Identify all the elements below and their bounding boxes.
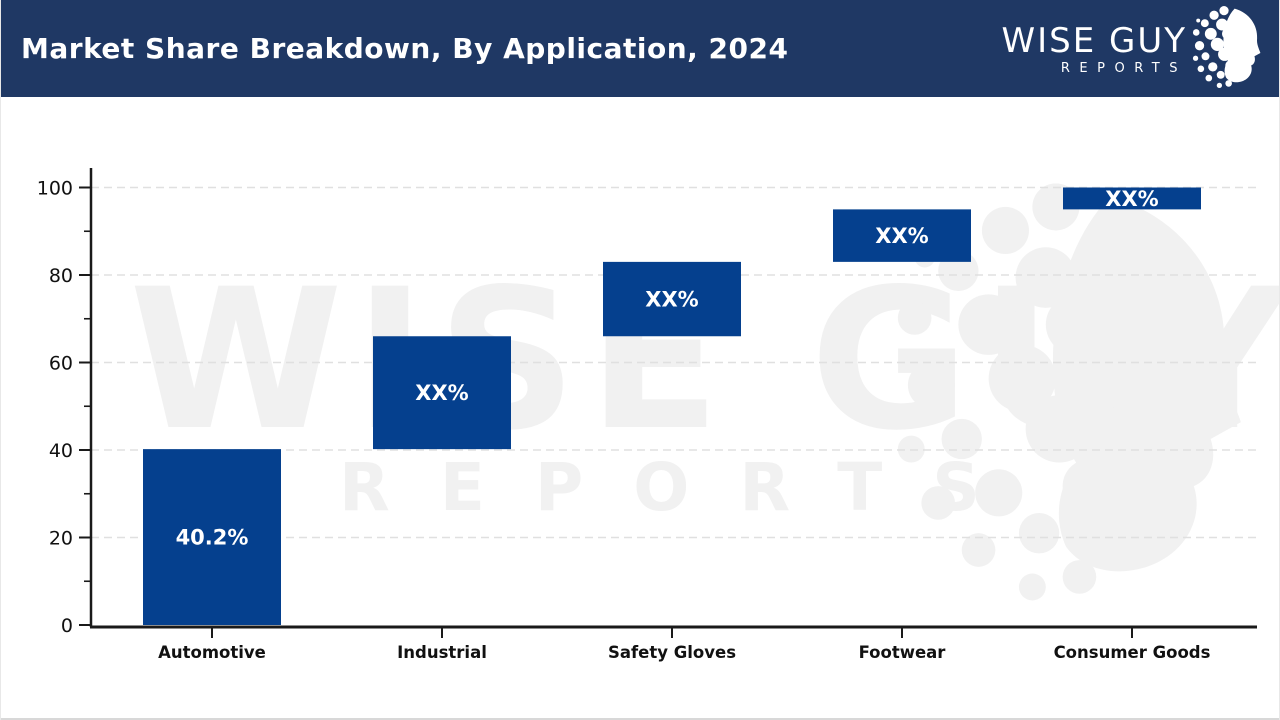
bar-value-label: XX% [645,288,698,312]
ytick-label-40: 40 [49,440,73,462]
bar-value-label: 40.2% [176,526,249,550]
chart-title: Market Share Breakdown, By Application, … [21,32,789,65]
bar-value-label: XX% [1105,187,1158,211]
wiseguy-head-icon [1189,6,1263,92]
bar-footwear [833,209,971,262]
logo-wiseguy-text: WISE GUY [1001,21,1187,61]
bar-safety-gloves [603,261,741,337]
wiseguy-logo: WISE GUY REPORTS [1001,6,1263,92]
ytick-label-100: 100 [37,177,73,199]
plot-area: WISE GUY REPORTS 40.2% XX% XX% XX% XX% 0 20 40 [1,97,1279,720]
ytick-label-0: 0 [61,615,73,637]
ytick-label-60: 60 [49,352,73,374]
logo-text: WISE GUY REPORTS [1001,22,1187,76]
xtick-label-footwear: Footwear [859,643,947,662]
ytick-label-80: 80 [49,265,73,287]
header-bar: Market Share Breakdown, By Application, … [1,0,1279,97]
bar-automotive [143,449,281,625]
logo-reports-text: REPORTS [1060,61,1187,76]
ytick-label-20: 20 [49,527,73,549]
bar-value-label: XX% [875,224,928,248]
bar-consumer-goods [1063,187,1201,210]
xtick-label-consumer-goods: Consumer Goods [1054,643,1211,662]
xtick-label-automotive: Automotive [158,643,266,662]
bar-industrial [373,336,511,450]
chart-svg: 40.2% XX% XX% XX% XX% 0 20 40 60 80 100 Automotive I… [37,168,1257,662]
xtick-label-industrial: Industrial [397,643,487,662]
bar-value-label: XX% [415,381,468,405]
xtick-label-safety-gloves: Safety Gloves [608,643,736,662]
